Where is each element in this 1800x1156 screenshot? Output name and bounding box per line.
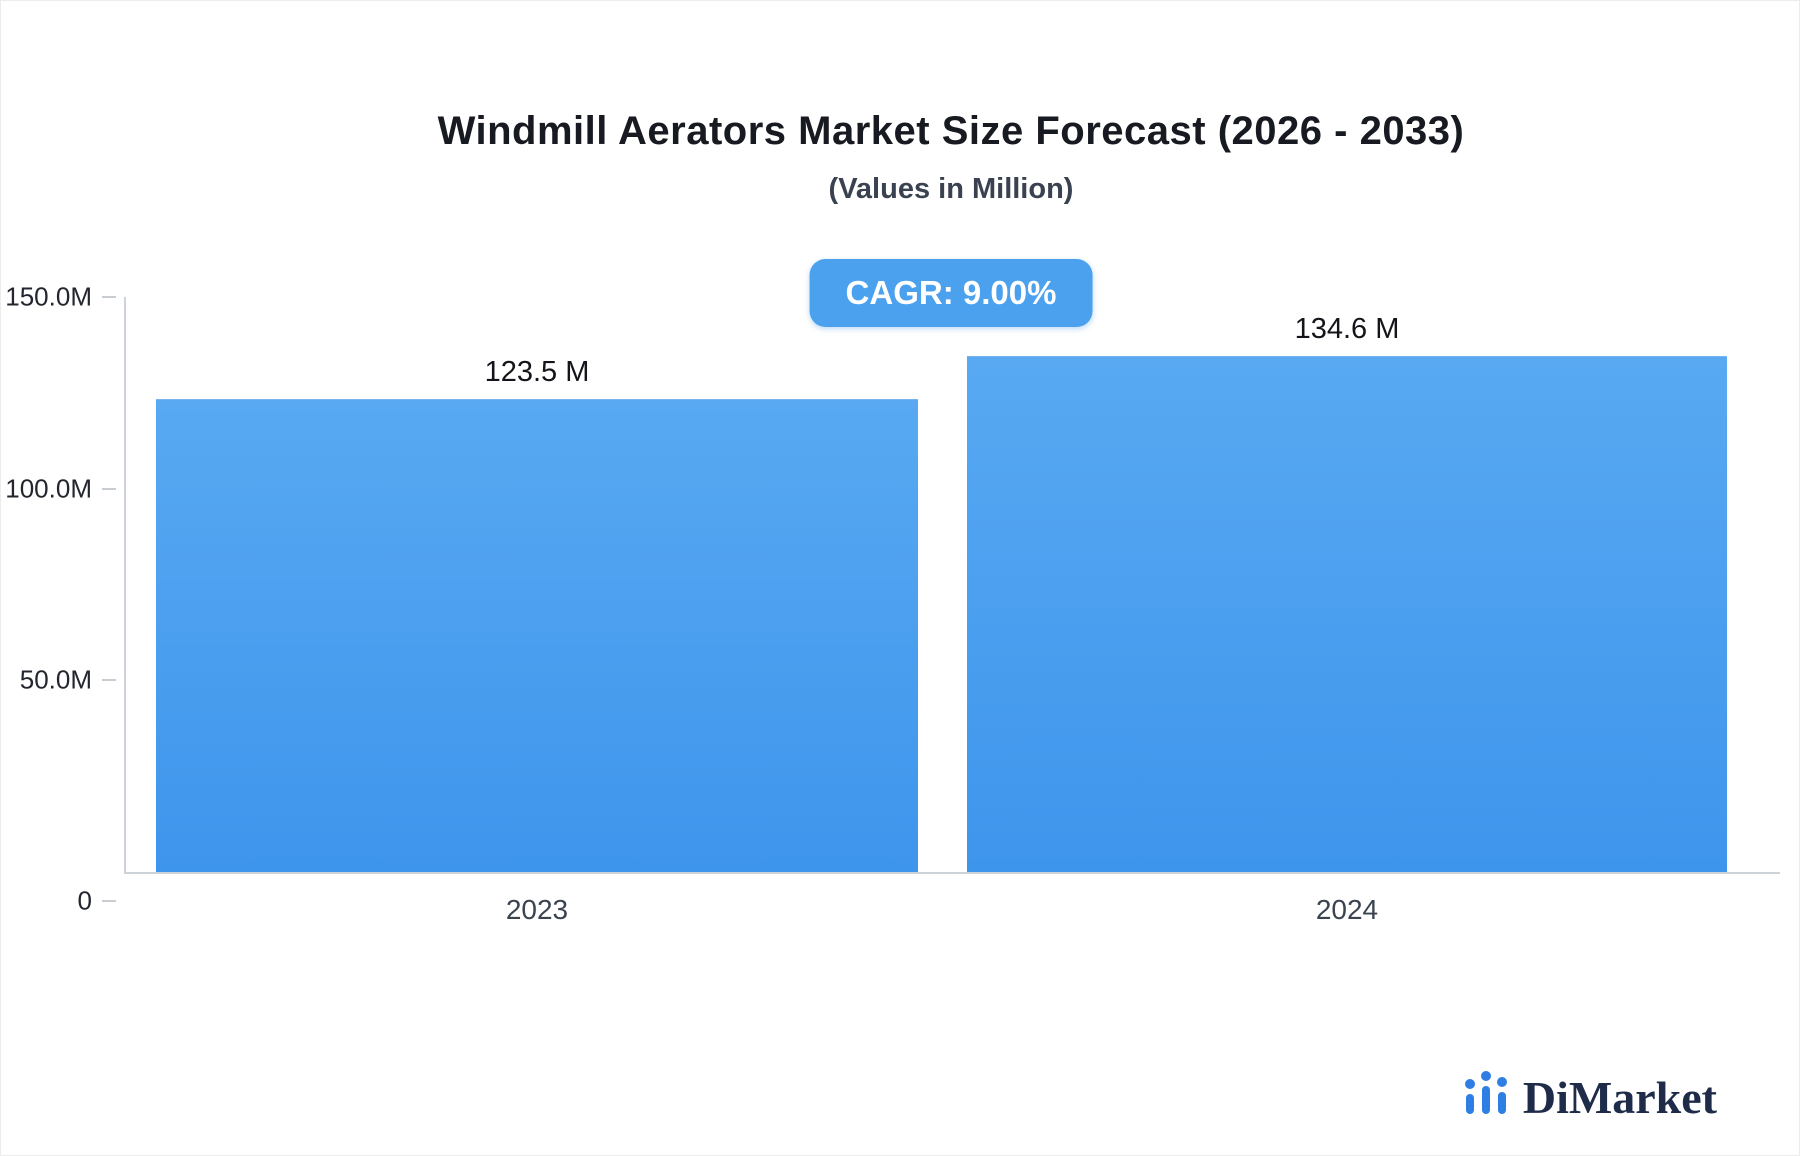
x-axis-label-2023: 2023	[505, 894, 569, 925]
bar-value-label: 123.5 M	[484, 355, 590, 388]
chart-title: Windmill Aerators Market Size Forecast (…	[437, 109, 1465, 153]
bar-value-label: 134.6 M	[1294, 313, 1400, 346]
y-tick-label: 50.0M	[19, 664, 92, 695]
bar-2023	[156, 398, 918, 872]
bar-group-2023: 123.5 M 2023	[156, 297, 918, 925]
y-tick-mark	[102, 900, 116, 902]
cagr-badge: CAGR: 9.00%	[809, 259, 1093, 327]
y-tick-label: 150.0M	[5, 281, 92, 312]
logo-text: DiMarket	[1522, 1072, 1717, 1123]
y-tick-label: 0	[77, 885, 92, 916]
bar-group-2024: 134.6 M 2024	[967, 297, 1727, 925]
bar-chart-icon	[1461, 1064, 1511, 1121]
dimarket-logo: DiMarket	[1461, 1064, 1717, 1121]
x-axis-label-2024: 2024	[1315, 894, 1379, 925]
chart-subtitle: (Values in Million)	[828, 173, 1074, 205]
y-tick-mark	[102, 487, 116, 490]
plot-area: 123.5 M 2023 134.6 M 2024	[124, 297, 1780, 925]
y-tick-mark	[102, 679, 116, 682]
y-axis: 150.0M 100.0M 50.0M 0	[1, 282, 122, 916]
y-tick-mark	[102, 296, 116, 298]
bar-2024	[967, 356, 1727, 872]
y-tick-label: 100.0M	[5, 473, 92, 504]
